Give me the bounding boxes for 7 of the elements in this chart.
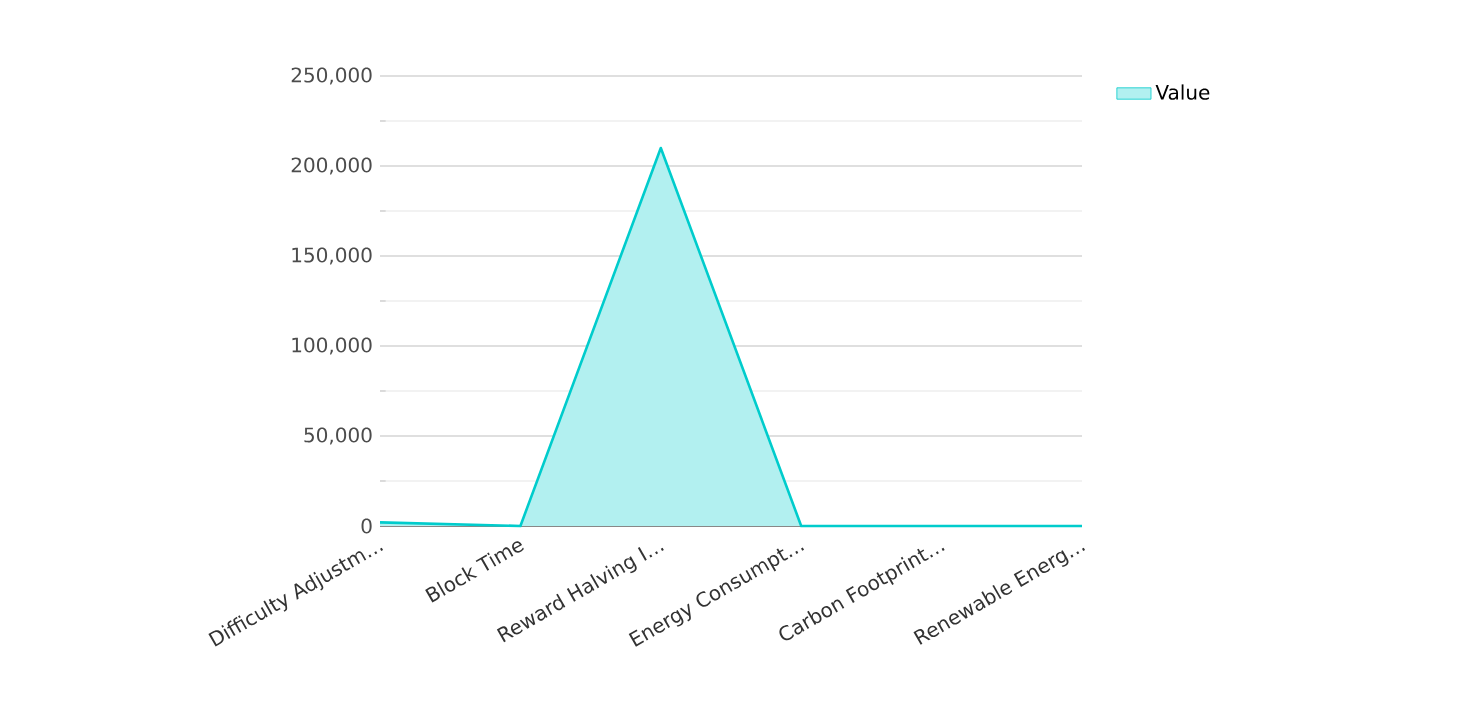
y-tick-label: 250,000 [291, 67, 372, 85]
y-tick-label: 0 [361, 518, 372, 534]
y-tick-label: 50,000 [304, 427, 372, 445]
y-tick-label: 150,000 [292, 247, 372, 265]
legend-label: Value [1155, 84, 1210, 100]
y-tick-label: 100,000 [292, 337, 372, 355]
y-tick-label: 200,000 [291, 157, 372, 175]
